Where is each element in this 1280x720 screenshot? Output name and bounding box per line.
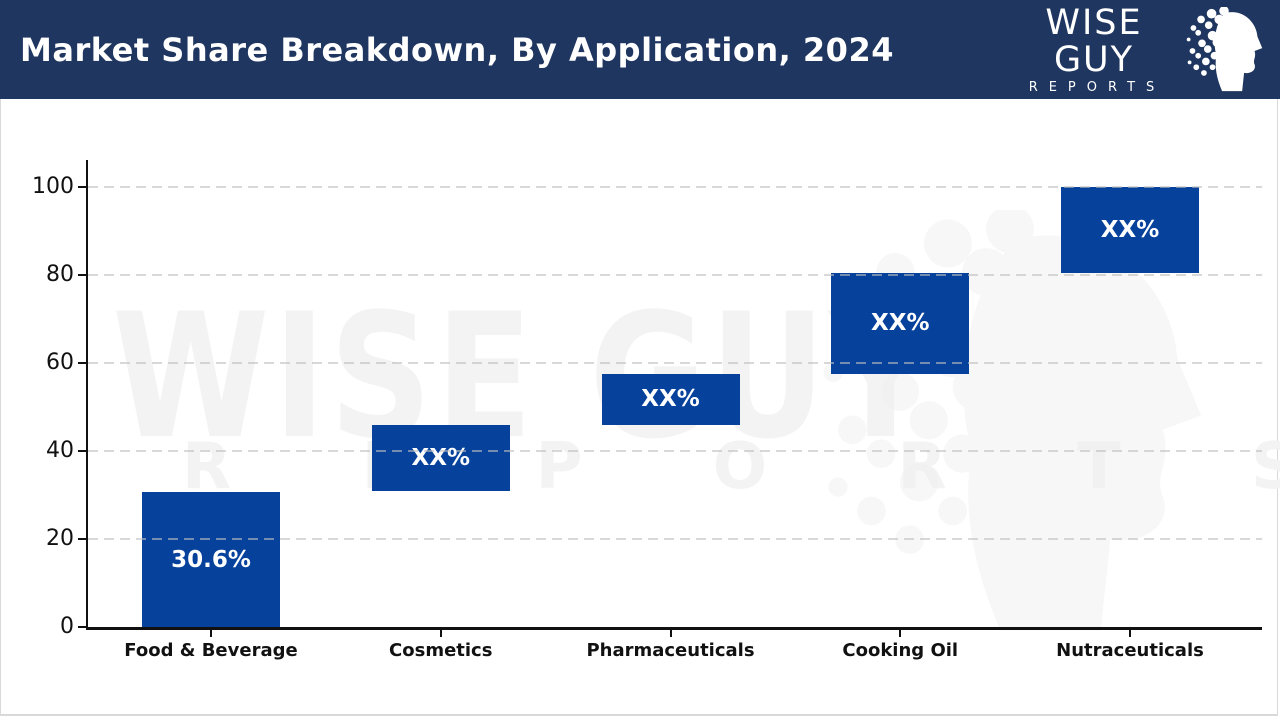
watermark-wordmark: WISE GUY: [112, 276, 936, 477]
x-axis: [86, 627, 1262, 630]
y-tick: [78, 626, 86, 628]
x-tick-label: Cosmetics: [389, 640, 493, 661]
chart-bar: 30.6%: [142, 492, 280, 627]
chart-bar: XX%: [1061, 187, 1199, 273]
chart-bar: XX%: [371, 424, 510, 491]
y-tick: [78, 274, 86, 276]
header-bar: Market Share Breakdown, By Application, …: [0, 0, 1280, 99]
y-tick: [78, 450, 86, 452]
x-tick: [210, 630, 212, 637]
x-tick: [899, 630, 902, 637]
bar-value-label: XX%: [1100, 216, 1160, 243]
x-tick: [1129, 630, 1131, 637]
y-tick-label: 100: [32, 174, 74, 199]
logo-wordmark: WISE GUY: [1045, 2, 1143, 80]
y-tick: [78, 362, 86, 364]
wiseguy-logo: WISE GUY REPORTS: [1010, 2, 1266, 96]
logo-subtitle: REPORTS: [1028, 80, 1166, 96]
bar-value-label: XX%: [870, 310, 930, 337]
bar-value-label: 30.6%: [171, 546, 251, 573]
x-tick-label: Cooking Oil: [842, 640, 959, 661]
y-tick: [78, 186, 86, 188]
y-tick-label: 0: [60, 614, 74, 639]
bar-value-label: XX%: [641, 386, 700, 413]
x-tick: [669, 630, 672, 637]
chart-bar: XX%: [601, 374, 740, 425]
y-tick-label: 40: [46, 438, 74, 463]
chart-bar: XX%: [831, 272, 970, 374]
bar-value-label: XX%: [411, 444, 470, 471]
watermark-head-icon: [823, 210, 1202, 631]
y-axis: [86, 160, 88, 629]
logo-head-icon: [1186, 7, 1263, 92]
page-title: Market Share Breakdown, By Application, …: [20, 30, 894, 69]
y-tick-label: 20: [46, 526, 74, 551]
y-tick: [78, 538, 86, 540]
y-tick-label: 60: [46, 350, 74, 375]
x-tick-label: Food & Beverage: [124, 640, 298, 661]
x-tick-label: Pharmaceuticals: [586, 640, 755, 661]
x-tick-label: Nutraceuticals: [1056, 640, 1204, 661]
logo-text: WISE GUY REPORTS: [1010, 2, 1178, 96]
x-tick: [439, 630, 442, 637]
y-tick-label: 80: [46, 262, 74, 287]
